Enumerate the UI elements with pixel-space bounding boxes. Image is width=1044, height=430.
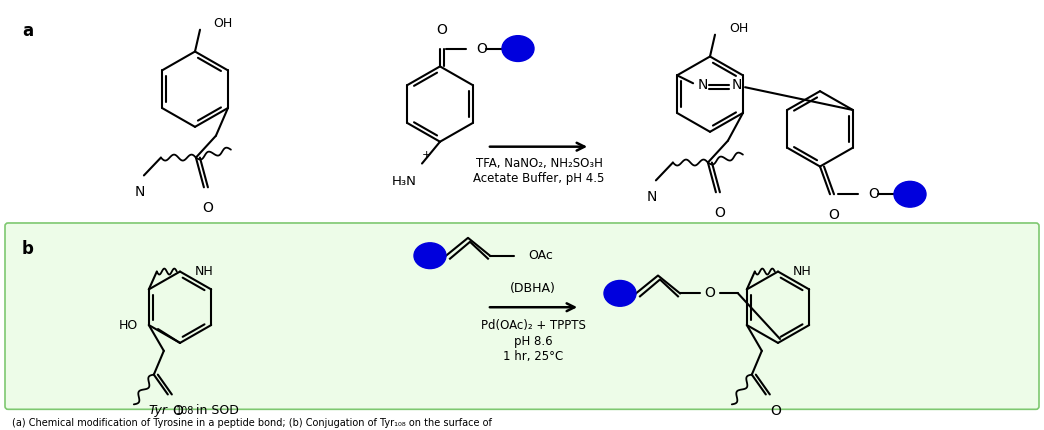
Text: (a) Chemical modification of Tyrosine in a peptide bond; (b) Conjugation of Tyr₁: (a) Chemical modification of Tyrosine in… (11, 418, 492, 428)
Text: O: O (172, 404, 184, 418)
Text: in SOD: in SOD (192, 404, 239, 418)
Text: a: a (22, 22, 33, 40)
Text: O: O (770, 404, 781, 418)
Text: 1 hr, 25°C: 1 hr, 25°C (503, 350, 563, 363)
Text: O: O (714, 206, 726, 220)
Text: OH: OH (213, 17, 232, 30)
FancyBboxPatch shape (5, 223, 1039, 409)
Text: O: O (476, 42, 487, 55)
Text: O: O (829, 208, 839, 222)
Text: O: O (436, 23, 448, 37)
Text: pH 8.6: pH 8.6 (514, 335, 552, 348)
Text: H₃N: H₃N (392, 175, 417, 188)
Text: O: O (868, 187, 879, 201)
Text: Tyr: Tyr (148, 404, 167, 418)
Text: NH: NH (792, 265, 811, 278)
Text: Pd(OAc)₂ + TPPTS: Pd(OAc)₂ + TPPTS (480, 319, 586, 332)
Text: N: N (697, 78, 708, 92)
Text: N: N (646, 190, 657, 204)
Text: +: + (422, 150, 431, 160)
Text: (DBHA): (DBHA) (511, 283, 556, 295)
Text: OAc: OAc (528, 249, 553, 262)
Text: N: N (732, 78, 742, 92)
Text: TFA, NaNO₂, NH₂SO₃H: TFA, NaNO₂, NH₂SO₃H (476, 157, 602, 169)
Text: 108: 108 (176, 406, 194, 416)
Ellipse shape (502, 36, 533, 61)
Text: NH: NH (195, 265, 214, 278)
Text: b: b (22, 240, 33, 258)
Ellipse shape (894, 181, 926, 207)
Text: HO: HO (119, 319, 138, 332)
Text: O: O (203, 201, 213, 215)
Text: N: N (135, 185, 145, 200)
Ellipse shape (414, 243, 446, 269)
Text: Acetate Buffer, pH 4.5: Acetate Buffer, pH 4.5 (473, 172, 604, 185)
Ellipse shape (604, 280, 636, 306)
Text: OH: OH (729, 22, 749, 35)
Text: O: O (705, 286, 715, 301)
